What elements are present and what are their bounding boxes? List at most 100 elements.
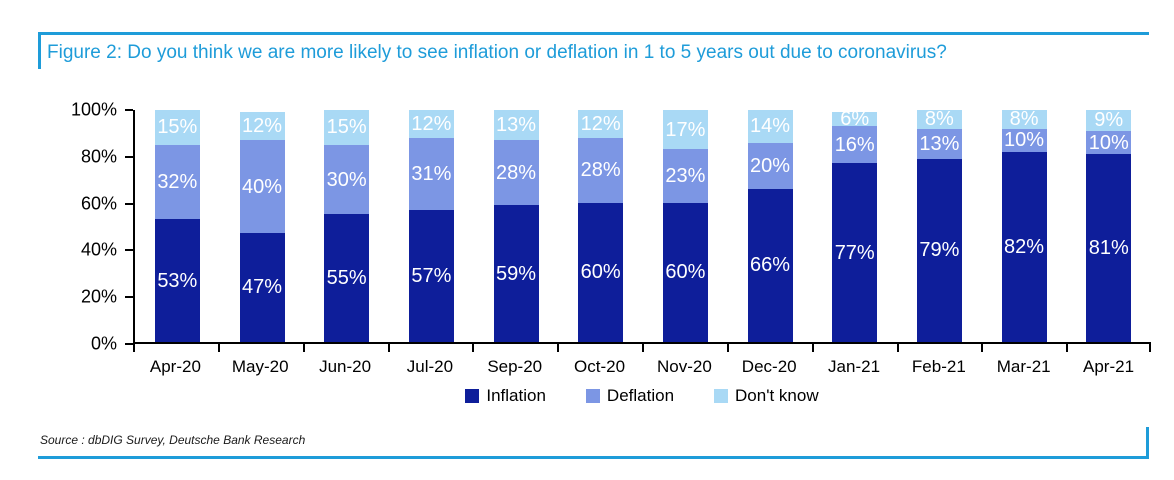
bar-segment-don-t-know: 15% [154, 110, 200, 145]
bar-segment-inflation: 47% [239, 232, 285, 342]
data-label: 40% [241, 175, 283, 198]
bar-segment-deflation: 10% [1086, 130, 1132, 155]
stacked-bar-apr-21: 81% 10% 9% [1086, 109, 1132, 342]
data-label: 47% [241, 276, 283, 299]
data-label: 30% [326, 168, 367, 191]
x-axis-tick-mark [642, 344, 644, 352]
bar-slot-jan-21: 77% 16% 6% [812, 108, 897, 342]
bar-segment-inflation: 81% [1086, 154, 1132, 342]
bar-segment-inflation: 60% [578, 202, 624, 342]
bar-segment-deflation: 31% [408, 137, 454, 210]
x-axis-label-sep-20: Sep-20 [487, 357, 543, 376]
legend-item-deflation: Deflation [585, 386, 675, 406]
y-axis-tick-mark [125, 155, 133, 158]
data-label: 60% [580, 261, 621, 284]
legend: Inflation Deflation Don't know [133, 386, 1151, 406]
bar-segment-deflation: 16% [832, 126, 878, 164]
bar-segment-deflation: 28% [578, 137, 624, 203]
bar-segment-deflation: 23% [662, 149, 708, 203]
data-label: 10% [1088, 131, 1129, 154]
y-axis-tick-label: 20% [80, 286, 117, 307]
data-label: 13% [496, 114, 537, 137]
stacked-bar-feb-21: 79% 13% 8% [916, 108, 962, 342]
stacked-bar-jul-20: 57% 31% 12% [408, 110, 454, 342]
bar-slot-nov-20: 60% 23% 17% [643, 110, 728, 342]
y-axis-tick-mark [125, 343, 133, 345]
x-axis-label-apr-20: Apr-20 [149, 357, 201, 376]
x-axis-tick-mark [557, 344, 560, 352]
y-axis-tick-mark [125, 202, 133, 205]
y-axis-tick-label: 80% [80, 146, 117, 167]
bar-segment-deflation: 20% [747, 142, 793, 189]
x-axis-label-apr-21: Apr-21 [1083, 357, 1135, 376]
x-axis-tick-mark [133, 344, 135, 352]
x-axis-label-nov-20: Nov-20 [656, 357, 712, 376]
bar-slot-sep-20: 59% 28% 13% [474, 110, 559, 342]
x-axis-label-mar-21: Mar-21 [996, 357, 1051, 376]
stacked-bar-oct-20: 60% 28% 12% [578, 110, 624, 342]
bar-slot-may-20: 47% 40% 12% [220, 110, 305, 342]
bar-segment-don-t-know: 9% [1086, 109, 1132, 132]
x-axis-tick-mark [811, 344, 814, 352]
bar-segment-don-t-know: 8% [916, 108, 962, 131]
y-axis-tick-label: 40% [80, 239, 117, 260]
bottom-border-line [38, 456, 1149, 459]
x-axis-tick-mark [472, 344, 475, 352]
bar-segment-don-t-know: 8% [1001, 108, 1047, 131]
bar-segment-inflation: 55% [324, 214, 370, 342]
bar-slot-apr-20: 53% 32% 15% [135, 110, 220, 342]
data-label: 15% [157, 116, 198, 139]
bar-segment-deflation: 30% [324, 144, 370, 215]
data-label: 12% [241, 115, 283, 138]
data-label: 6% [840, 108, 870, 131]
stacked-bar-mar-21: 82% 10% 8% [1001, 108, 1047, 342]
x-axis-label-may-20: May-20 [231, 357, 289, 376]
legend-label-don-t-know: Don't know [735, 386, 819, 405]
y-axis-tick-mark [125, 296, 133, 299]
bar-segment-deflation: 32% [154, 144, 200, 220]
data-label: 15% [326, 116, 367, 139]
bar-segment-don-t-know: 6% [832, 108, 878, 131]
bar-segment-inflation: 60% [662, 202, 708, 342]
data-label: 12% [580, 112, 621, 135]
legend-label-deflation: Deflation [606, 386, 675, 405]
bar-segment-deflation: 10% [1001, 128, 1047, 152]
data-label: 8% [1009, 108, 1039, 131]
bar-slot-dec-20: 66% 20% 14% [728, 110, 813, 342]
x-axis-tick-mark [387, 344, 390, 352]
bar-segment-deflation: 28% [493, 140, 539, 206]
bar-segment-inflation: 57% [408, 209, 454, 342]
data-label: 20% [750, 154, 791, 177]
data-label: 55% [326, 267, 367, 290]
x-axis-label-jan-21: Jan-21 [828, 357, 881, 376]
legend-swatch-icon-inflation [465, 389, 480, 403]
bar-segment-inflation: 82% [1001, 151, 1047, 342]
data-label: 8% [924, 108, 954, 131]
bar-segment-deflation: 40% [239, 140, 285, 233]
data-label: 9% [1094, 109, 1124, 132]
legend-swatch-icon-deflation [585, 389, 600, 403]
data-label: 31% [411, 162, 452, 185]
data-label: 82% [1004, 235, 1045, 258]
x-axis-label-feb-21: Feb-21 [911, 357, 966, 376]
data-label: 10% [1004, 129, 1045, 152]
x-axis-label-dec-20: Dec-20 [741, 357, 797, 376]
data-label: 32% [157, 170, 198, 193]
stacked-bar-dec-20: 66% 20% 14% [747, 110, 793, 342]
stacked-bar-apr-20: 53% 32% 15% [154, 110, 200, 342]
bar-segment-don-t-know: 12% [239, 112, 285, 141]
data-label: 17% [665, 118, 706, 141]
data-label: 28% [580, 159, 621, 182]
bottom-right-tick [1146, 427, 1149, 459]
plot-area: 53% 32% 15% 47% 40% 12% 55% 30% 15% 57% 31% 12% 59% 2… [133, 108, 1151, 344]
data-label: 12% [411, 112, 452, 135]
y-axis-tick-mark [125, 249, 133, 252]
data-label: 77% [834, 241, 875, 264]
bar-segment-inflation: 66% [747, 188, 793, 342]
bar-slot-mar-21: 82% 10% 8% [982, 108, 1067, 342]
stacked-bar-may-20: 47% 40% 12% [239, 110, 285, 342]
bar-segment-inflation: 59% [493, 205, 539, 342]
data-label: 66% [750, 254, 791, 277]
x-axis-tick-mark [1149, 344, 1151, 352]
